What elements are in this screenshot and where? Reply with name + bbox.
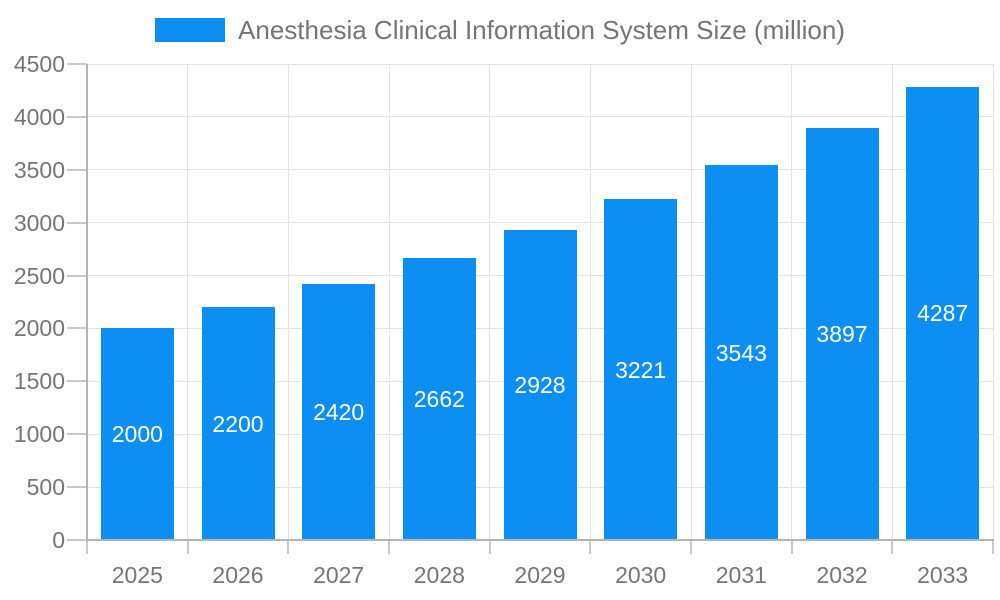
bar-2026[interactable] [201,307,275,540]
y-axis-tick [67,115,87,118]
gridline-horizontal [87,222,993,224]
y-tick-label: 4500 [13,51,65,77]
x-axis-tick [186,540,189,554]
bar-2030[interactable] [604,199,678,540]
gridline-vertical [589,64,591,540]
y-axis-tick [67,274,87,277]
y-axis-tick [67,327,87,330]
gridline-vertical [992,64,994,540]
y-axis-tick [67,63,87,65]
x-tick-label: 2031 [715,562,767,588]
bar-2032[interactable] [805,127,879,540]
x-tick-label: 2026 [212,562,264,588]
gridline-vertical [287,64,289,540]
bar-value-label: 2420 [313,399,365,425]
bar-2029[interactable] [503,230,577,540]
x-axis-tick [589,540,592,554]
y-axis-line [86,64,88,542]
y-tick-label: 2500 [13,262,65,289]
bar-value-label: 3221 [615,356,667,383]
x-tick-label: 2025 [111,562,163,588]
bar-2031[interactable] [704,165,778,540]
bar-value-label: 2928 [514,372,566,399]
y-axis-tick [67,433,87,436]
y-axis-tick [67,539,87,541]
y-axis-tick [67,221,87,224]
x-axis-tick [992,540,994,554]
y-tick-label: 3500 [13,156,65,183]
y-tick-label: 4000 [13,103,65,130]
x-axis-tick [690,540,692,554]
x-tick-label: 2029 [514,562,566,588]
x-axis-tick [86,540,88,554]
y-tick-label: 2000 [13,315,65,342]
legend[interactable]: Anesthesia Clinical Information System S… [0,14,1000,46]
x-axis-line [86,539,994,541]
legend-label: Anesthesia Clinical Information System S… [238,14,845,45]
x-axis-tick [891,540,894,554]
x-tick-label: 2028 [413,562,465,588]
gridline-horizontal [87,63,993,65]
y-axis-tick [67,168,87,171]
x-tick-label: 2027 [313,562,365,588]
x-axis-tick [388,540,390,554]
y-tick-label: 0 [52,527,65,553]
gridline-horizontal [87,116,993,118]
bar-value-label: 3543 [715,339,767,366]
gridline-vertical [891,64,893,540]
bar-2028[interactable] [402,258,476,540]
gridline-vertical [489,64,491,540]
gridline-vertical [187,64,189,540]
bar-2025[interactable] [100,328,174,540]
legend-swatch [155,18,226,42]
y-tick-label: 500 [26,474,65,501]
bar-value-label: 3897 [816,320,868,347]
x-tick-label: 2033 [917,562,969,588]
bar-value-label: 4287 [917,300,969,327]
y-tick-label: 1000 [13,421,65,448]
x-axis-tick [790,540,793,554]
bar-2033[interactable] [906,86,980,540]
bar-2027[interactable] [302,284,376,540]
y-tick-label: 1500 [13,368,65,395]
x-tick-label: 2030 [615,562,667,588]
y-axis-tick [67,486,87,489]
y-axis-tick [67,380,87,383]
gridline-vertical [791,64,793,540]
bar-value-label: 2200 [212,410,264,437]
bar-value-label: 2662 [413,386,465,413]
x-axis-tick [287,540,290,554]
x-tick-label: 2032 [816,562,868,588]
gridline-horizontal [87,169,993,171]
x-axis-tick [488,540,491,554]
y-tick-label: 3000 [13,209,65,236]
gridline-vertical [690,64,692,540]
bar-value-label: 2000 [111,421,163,448]
gridline-vertical [388,64,390,540]
